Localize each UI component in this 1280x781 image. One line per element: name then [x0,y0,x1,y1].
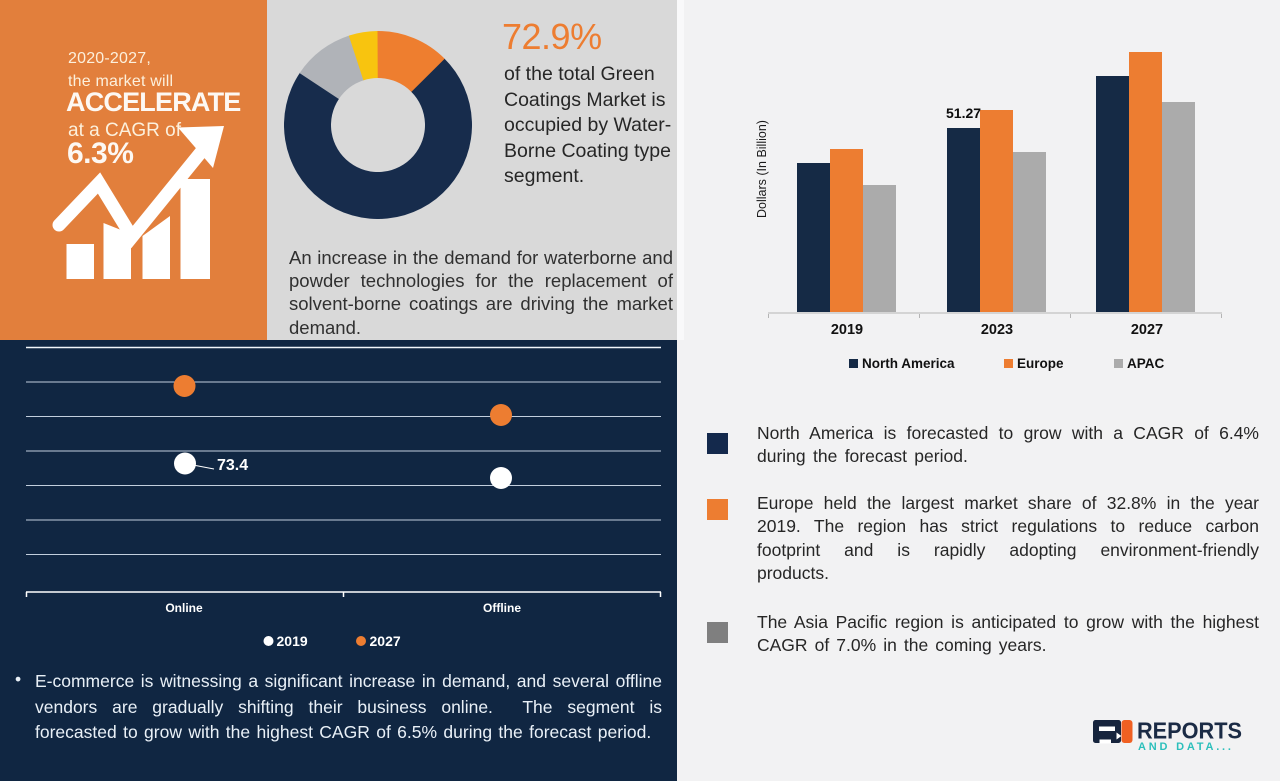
svg-text:73.4: 73.4 [217,457,248,474]
svg-text:2019: 2019 [277,633,308,649]
svg-text:Online: Online [165,601,203,615]
svg-text:2027: 2027 [370,633,401,649]
svg-text:REPORTS: REPORTS [1137,718,1242,744]
svg-text:AND DATA...: AND DATA... [1138,741,1234,753]
svg-text:Offline: Offline [483,601,521,615]
